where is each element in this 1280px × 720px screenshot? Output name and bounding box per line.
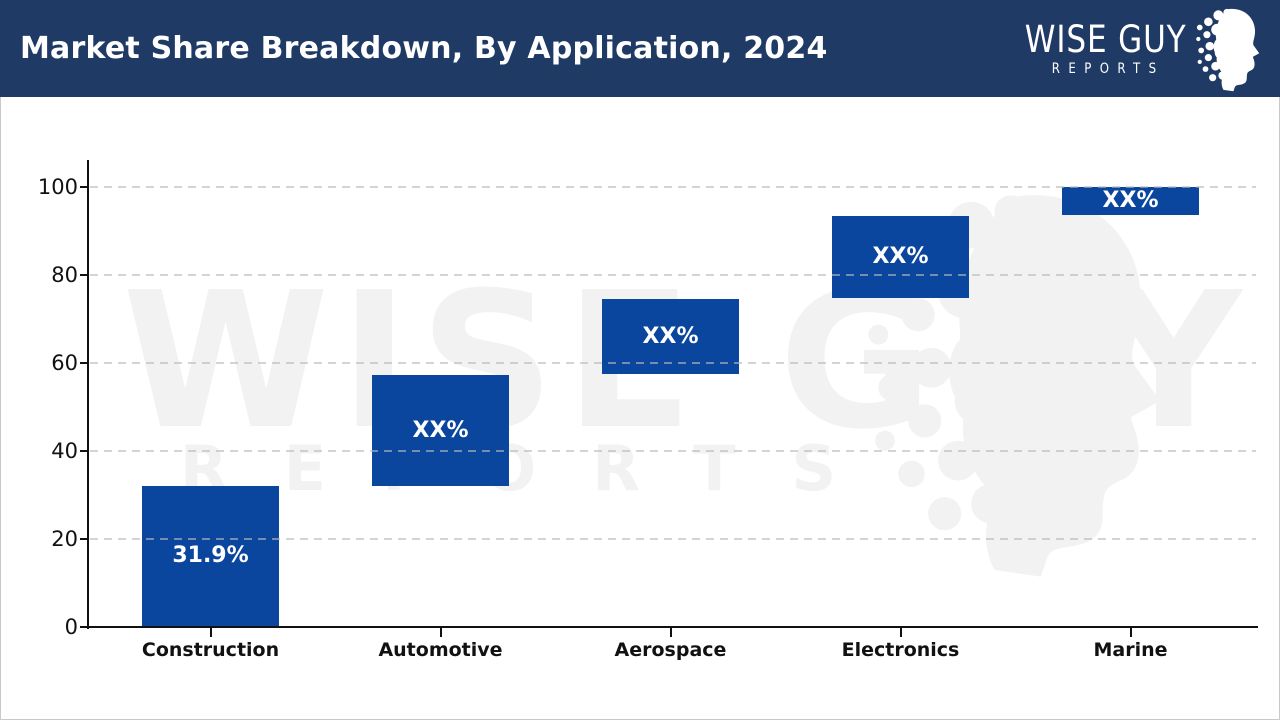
y-axis-line <box>87 160 89 629</box>
y-tick <box>80 185 87 188</box>
logo-subtitle: REPORTS <box>1051 60 1165 77</box>
y-tick <box>80 361 87 364</box>
gridline <box>90 273 1256 276</box>
waterfall-bar <box>1062 186 1199 215</box>
waterfall-bar <box>372 374 509 487</box>
gridline <box>90 361 1256 364</box>
waterfall-bar <box>142 486 279 627</box>
x-tick <box>1129 627 1132 637</box>
bar-value-label: XX% <box>642 323 699 349</box>
x-category-label: Construction <box>141 639 280 661</box>
x-category-label: Marine <box>1093 639 1168 661</box>
y-tick-label: 100 <box>37 174 78 199</box>
y-tick <box>80 273 87 276</box>
x-category-label: Automotive <box>378 639 503 661</box>
y-tick <box>80 625 87 628</box>
x-tick <box>439 627 442 637</box>
y-tick <box>80 449 87 452</box>
header: Market Share Breakdown, By Application, … <box>0 0 1280 97</box>
wiseguy-logo: WISE GUY REPORTS <box>994 0 1266 97</box>
x-tick <box>209 627 212 637</box>
y-tick-label: 20 <box>51 526 78 551</box>
bar-value-label: XX% <box>872 243 929 269</box>
waterfall-bar <box>832 215 969 299</box>
gridline <box>90 185 1256 188</box>
watermark-subtext: REPORTS <box>180 432 893 505</box>
page-title: Market Share Breakdown, By Application, … <box>20 31 828 66</box>
x-tick <box>899 627 902 637</box>
y-tick-label: 0 <box>64 614 78 639</box>
bar-value-label: XX% <box>412 417 469 443</box>
y-tick <box>80 537 87 540</box>
y-tick-label: 40 <box>51 438 78 463</box>
x-axis-line <box>87 625 1258 628</box>
y-tick-label: 60 <box>51 350 78 375</box>
gridline <box>90 537 1256 540</box>
logo-wordmark: WISE GUY <box>1024 17 1186 61</box>
x-category-label: Electronics <box>841 639 960 661</box>
bar-value-label: 31.9% <box>172 543 249 569</box>
bar-value-label: XX% <box>1102 187 1159 213</box>
gridline <box>90 449 1256 452</box>
x-tick <box>669 627 672 637</box>
y-tick-label: 80 <box>51 262 78 287</box>
x-category-label: Aerospace <box>614 639 727 661</box>
wiseguy-head-icon <box>1188 6 1266 92</box>
